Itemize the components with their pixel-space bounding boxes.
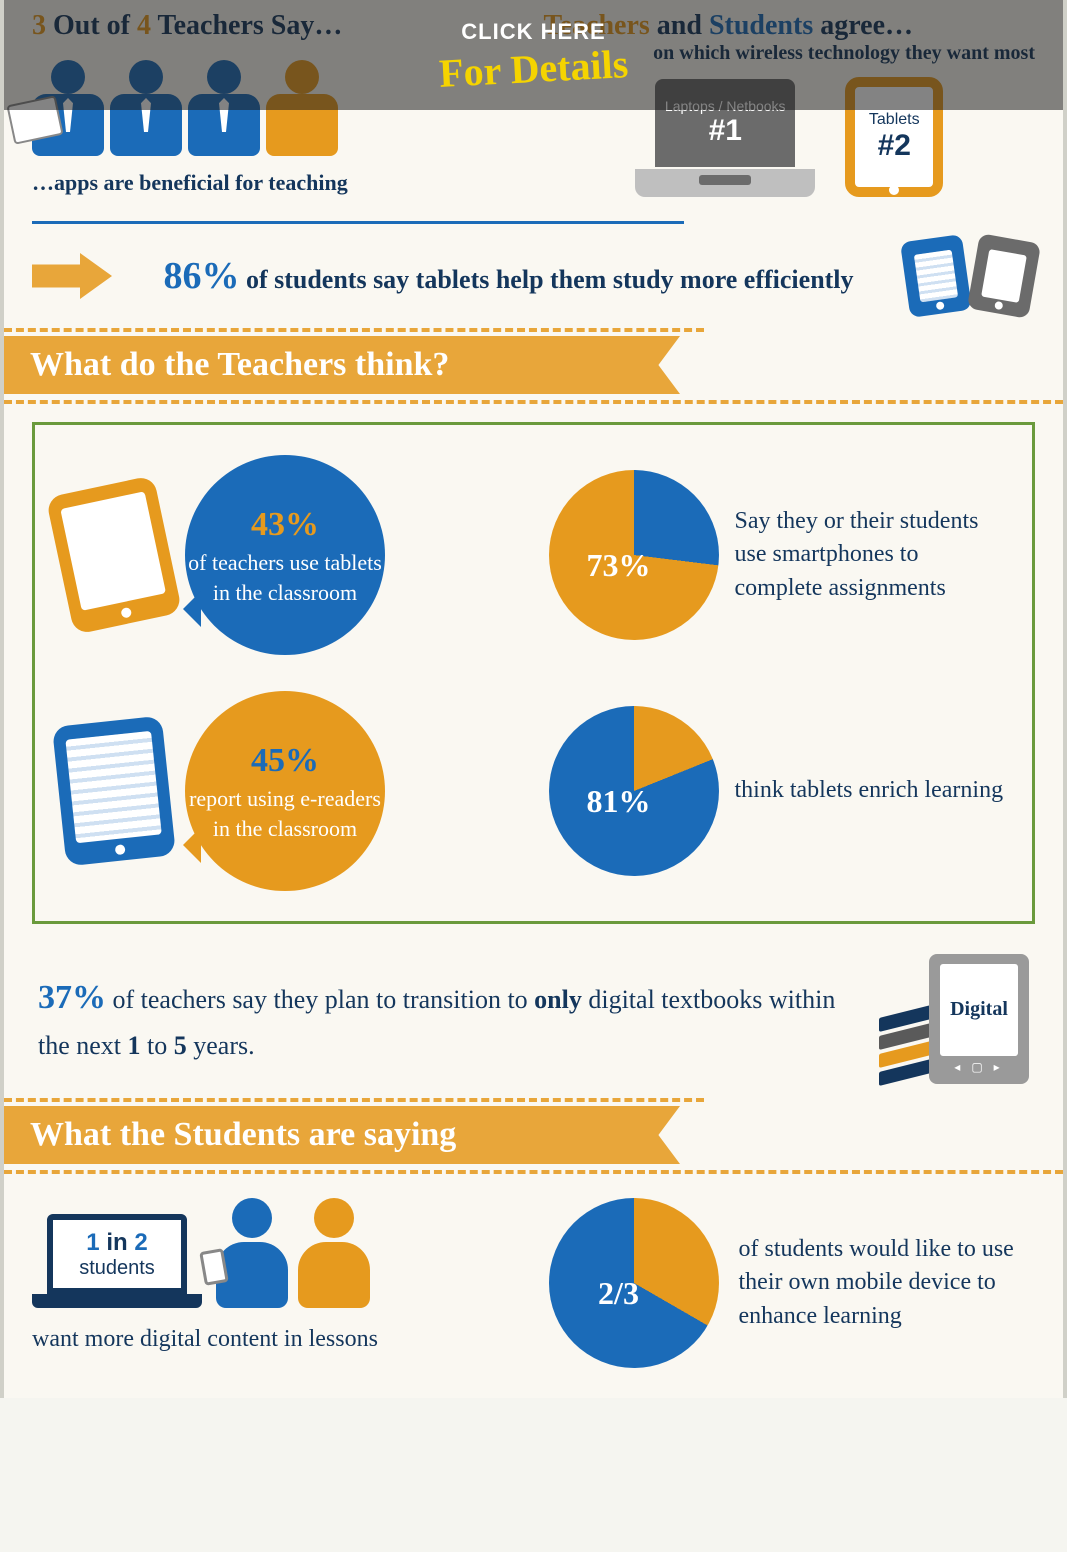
ribbon-teachers-label: What do the Teachers think? xyxy=(4,336,644,394)
cell-45: 45% report using e-readers in the classr… xyxy=(59,691,519,891)
arrow-icon xyxy=(32,253,112,299)
stat-86-text: 86% of students say tablets help them st… xyxy=(130,254,887,298)
devices-row: Laptops / Netbooks #1 Tablets #2 xyxy=(544,77,1036,197)
bubble-45: 45% report using e-readers in the classr… xyxy=(185,691,385,891)
teacher-icon xyxy=(32,60,104,156)
tablet-icon: Tablets #2 xyxy=(845,77,943,197)
divider xyxy=(32,221,1035,224)
text-81: think tablets enrich learning xyxy=(735,774,1004,808)
pie-81: 81% xyxy=(549,706,719,876)
cell-81: 81% think tablets enrich learning xyxy=(549,691,1009,891)
students-left-caption: want more digital content in lessons xyxy=(32,1326,519,1353)
tablet-orange-icon xyxy=(46,475,183,635)
tablet-label: Tablets xyxy=(869,111,920,129)
laptop-icon: Laptops / Netbooks #1 xyxy=(635,79,815,197)
infographic-page: CLICK HERE For Details 3 Out of 4 Teache… xyxy=(0,0,1067,1398)
apps-beneficial-text: …apps are beneficial for teaching xyxy=(32,170,524,196)
ereader-icon: Digital ◂ ▢ ▸ xyxy=(929,954,1029,1084)
person-icon xyxy=(216,1198,288,1308)
ereader-blue-icon xyxy=(52,716,176,867)
num-3: 3 xyxy=(32,10,46,41)
people-icons xyxy=(216,1198,370,1308)
cell-73: 73% Say they or their students use smart… xyxy=(549,455,1009,655)
students-right: 2/3 of students would like to use their … xyxy=(549,1198,1036,1368)
tablet-blue-icon xyxy=(900,234,972,318)
pie-2-3: 2/3 xyxy=(549,1198,719,1368)
ribbon-students: What the Students are saying xyxy=(4,1106,1063,1174)
teachers-heading: 3 Out of 4 Teachers Say… xyxy=(32,10,524,42)
top-left-col: 3 Out of 4 Teachers Say… …apps are benef… xyxy=(32,10,524,197)
teacher-icon xyxy=(188,60,260,156)
ribbon-students-label: What the Students are saying xyxy=(4,1106,644,1164)
bubble-43: 43% of teachers use tablets in the class… xyxy=(185,455,385,655)
tablet-grey-icon xyxy=(967,233,1041,319)
stat-37: 37% of teachers say they plan to transit… xyxy=(38,954,1029,1084)
students-left: 1 in 2 students want more digital conten… xyxy=(32,1198,519,1353)
wireless-subhead: on which wireless technology they want m… xyxy=(544,42,1036,65)
pie-73: 73% xyxy=(549,470,719,640)
laptop-label: Laptops / Netbooks xyxy=(665,98,786,114)
ribbon-teachers: What do the Teachers think? xyxy=(4,336,1063,404)
laptop-rank: #1 xyxy=(709,114,742,148)
students-row: 1 in 2 students want more digital conten… xyxy=(32,1198,1035,1368)
text-73: Say they or their students use smartphon… xyxy=(735,505,1009,606)
stat-37-text: 37% of teachers say they plan to transit… xyxy=(38,971,855,1067)
teacher-icon xyxy=(266,60,338,156)
ereader-label: Digital xyxy=(940,964,1018,1056)
tablet-rank: #2 xyxy=(878,129,911,163)
cell-43: 43% of teachers use tablets in the class… xyxy=(59,455,519,655)
top-right-col: Teachers and Students agree… on which wi… xyxy=(544,10,1036,197)
top-row: 3 Out of 4 Teachers Say… …apps are benef… xyxy=(32,10,1035,197)
laptop-1in2-icon: 1 in 2 students xyxy=(32,1214,202,1308)
teacher-icon xyxy=(110,60,182,156)
teacher-icons xyxy=(32,60,524,156)
mini-tablet-icons xyxy=(905,238,1035,314)
person-icon xyxy=(298,1198,370,1308)
students-right-text: of students would like to use their own … xyxy=(739,1233,1036,1334)
stat-86: 86% of students say tablets help them st… xyxy=(32,238,1035,314)
agree-heading: Teachers and Students agree… xyxy=(544,10,1036,42)
num-4: 4 xyxy=(137,10,151,41)
teachers-stats-box: 43% of teachers use tablets in the class… xyxy=(32,422,1035,924)
digital-device-icon: Digital ◂ ▢ ▸ xyxy=(879,954,1029,1084)
